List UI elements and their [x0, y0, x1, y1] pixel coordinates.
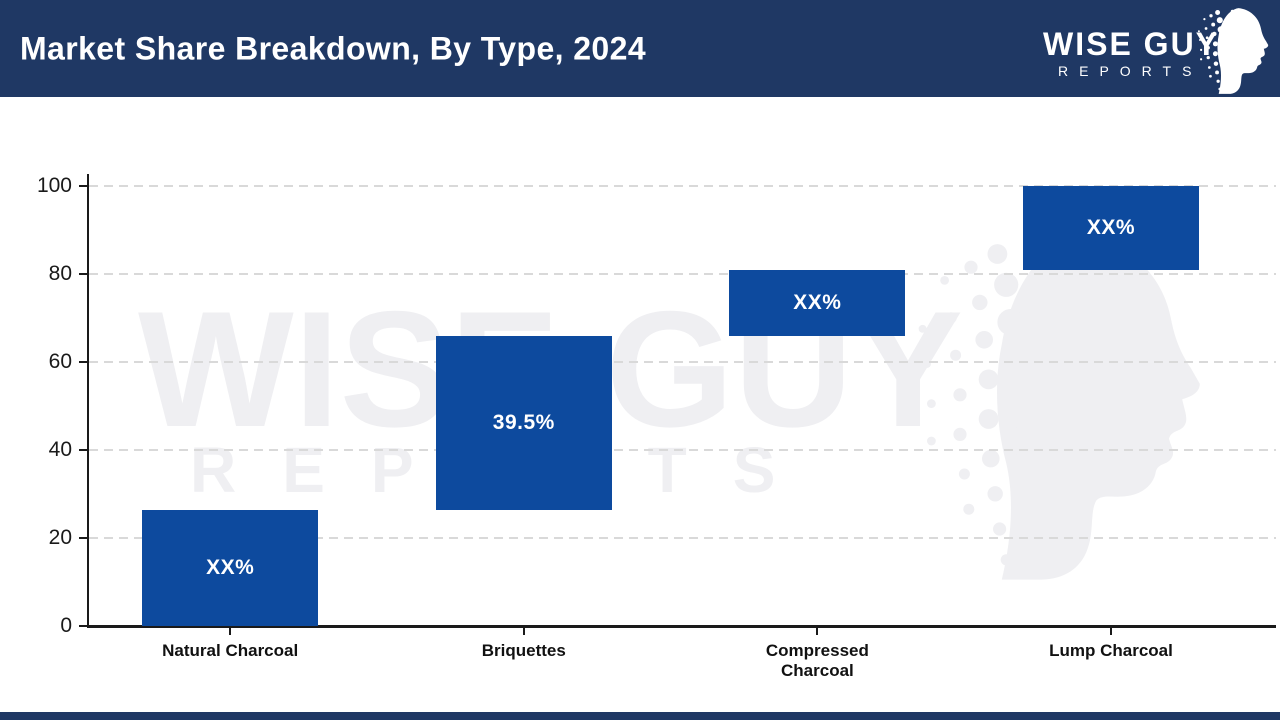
- y-tick: [79, 449, 87, 451]
- bar: 39.5%: [435, 336, 612, 510]
- y-tick-label: 0: [60, 614, 72, 637]
- y-axis-line: [87, 174, 89, 627]
- gridline: [89, 449, 1276, 451]
- y-tick: [79, 273, 87, 275]
- y-tick: [79, 537, 87, 539]
- bar: XX%: [142, 509, 319, 626]
- gridline: [89, 185, 1276, 187]
- y-tick-label: 80: [48, 262, 72, 285]
- x-tick: [229, 628, 232, 635]
- x-tick: [816, 628, 819, 635]
- bar: XX%: [729, 270, 906, 337]
- gridline: [89, 537, 1276, 539]
- bar: XX%: [1023, 186, 1199, 271]
- bar-value-label: XX%: [206, 555, 255, 579]
- bar-value-label: XX%: [793, 291, 842, 315]
- logo-wordmark: WISE GUY: [1043, 26, 1220, 62]
- y-tick-label: 100: [36, 174, 72, 197]
- bar-value-label: 39.5%: [492, 410, 555, 434]
- footer-band: [0, 712, 1280, 720]
- y-tick: [79, 625, 87, 627]
- logo-face-icon: [1197, 8, 1269, 94]
- y-tick-label: 40: [48, 438, 72, 461]
- gridline: [89, 361, 1276, 363]
- bar-value-label: XX%: [1086, 216, 1136, 240]
- x-tick-label: Compressed Charcoal: [765, 641, 869, 680]
- y-tick: [79, 361, 87, 363]
- x-tick-label: Natural Charcoal: [162, 641, 299, 660]
- watermark-face-icon: [918, 236, 1200, 580]
- x-axis-line: [87, 625, 1276, 628]
- y-tick-label: 20: [48, 526, 72, 549]
- gridline: [89, 273, 1276, 275]
- x-tick: [522, 628, 525, 635]
- y-tick: [79, 185, 87, 187]
- x-tick-label: Briquettes: [481, 641, 566, 660]
- chart-title: Market Share Breakdown, By Type, 2024: [20, 30, 647, 66]
- header-band: Market Share Breakdown, By Type, 2024 WI…: [0, 0, 1280, 97]
- x-tick: [1110, 628, 1112, 635]
- logo-reports-text: REPORTS: [1058, 63, 1203, 79]
- x-tick-label: Lump Charcoal: [1049, 641, 1173, 660]
- y-tick-label: 60: [48, 350, 72, 373]
